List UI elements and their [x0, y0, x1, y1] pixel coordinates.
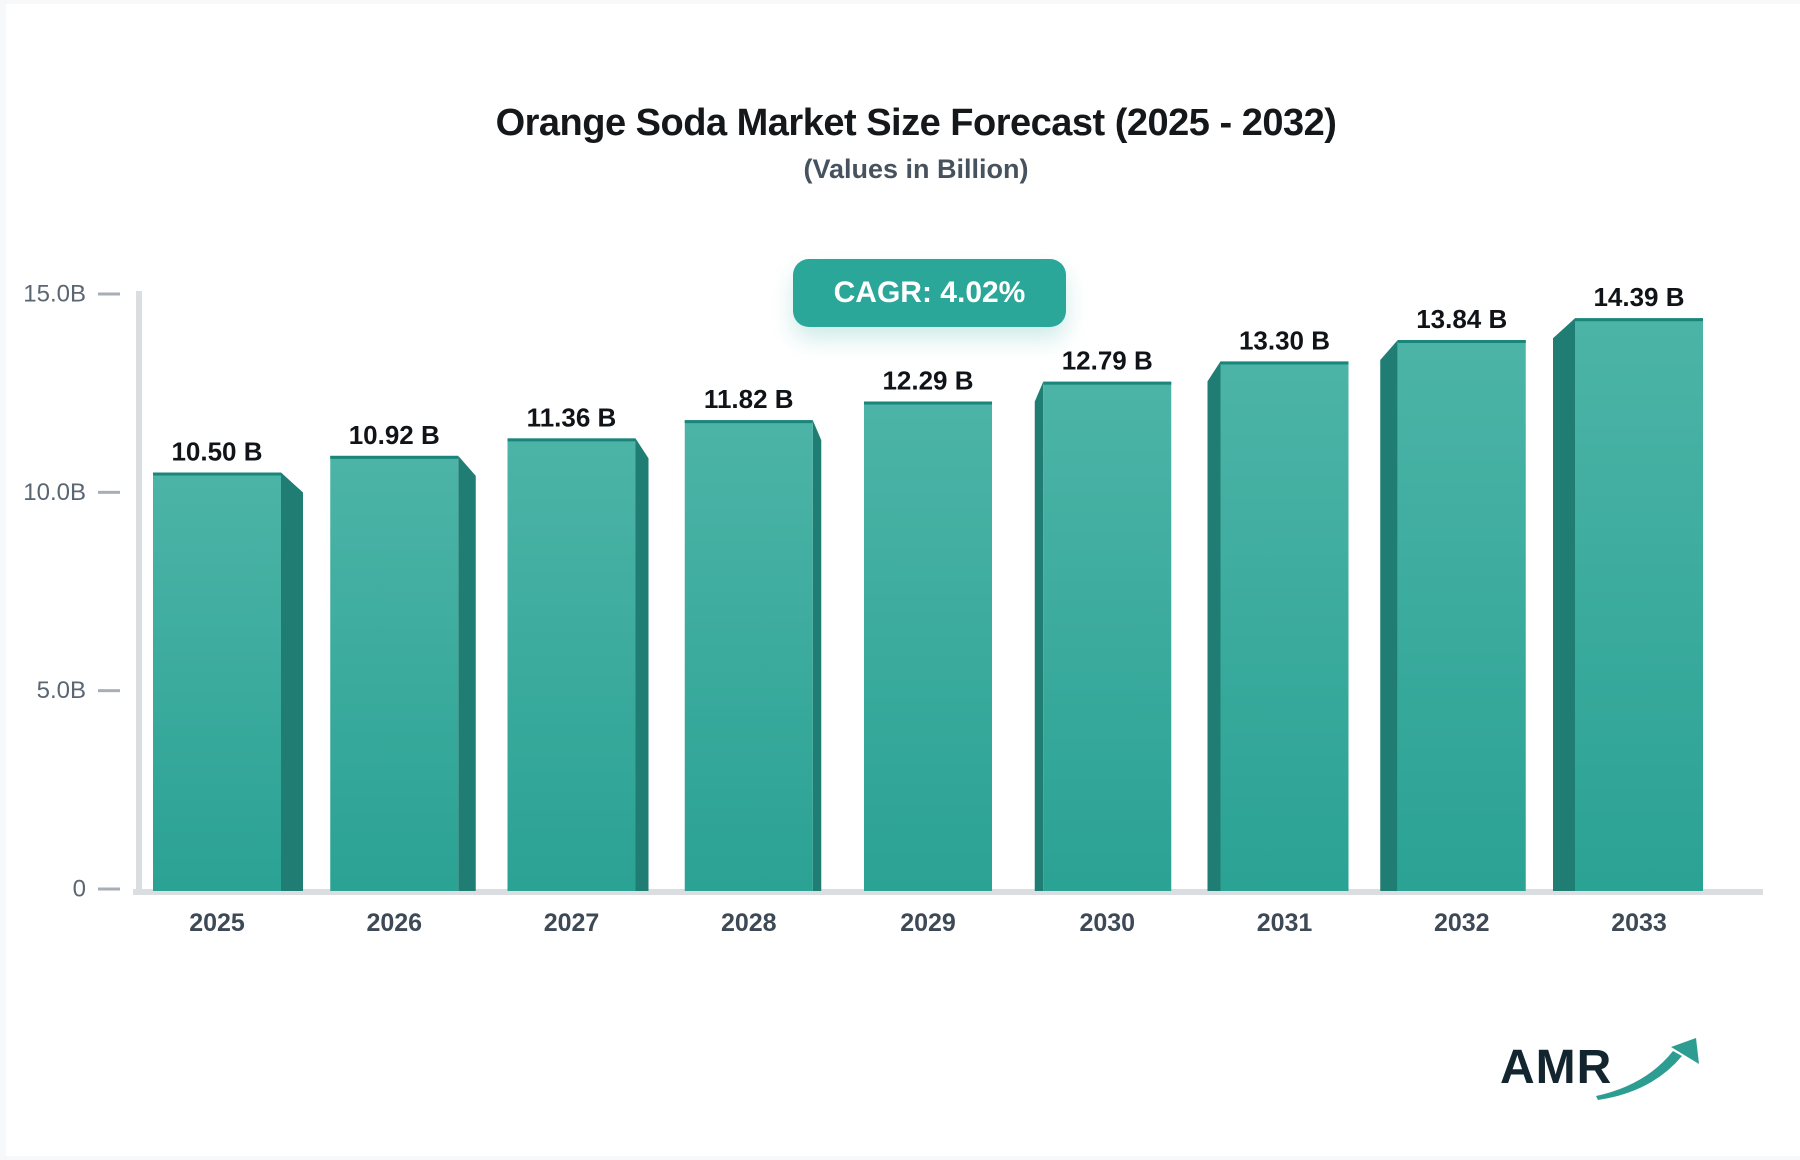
- bar-value-label: 14.39 B: [1593, 282, 1684, 312]
- bar-value-label: 10.50 B: [171, 437, 262, 467]
- bar-top-edge: [1220, 361, 1349, 365]
- bar-2033: 14.39 B 2033: [1553, 282, 1703, 937]
- bar-2031: 13.30 B 2031: [1207, 325, 1349, 937]
- bar-value-label: 13.84 B: [1416, 304, 1507, 334]
- y-tick-label: 0: [73, 876, 86, 903]
- amr-logo: AMR: [1500, 1034, 1700, 1104]
- x-axis-category-label: 2028: [721, 909, 777, 937]
- x-axis-category-label: 2029: [900, 909, 956, 937]
- bar-side-face: [1207, 361, 1221, 891]
- x-axis-category-label: 2026: [366, 909, 422, 937]
- market-size-bar-chart: 15.0B 10.0B 5.0B 0 10.50 B 2025 10.92 B 2026 11.…: [23, 281, 1763, 937]
- bar-top-edge: [684, 420, 813, 424]
- bar-side-face: [812, 420, 822, 891]
- y-tick-mark: [98, 689, 120, 693]
- bar-side-face: [281, 472, 303, 891]
- bar-value-label: 12.79 B: [1062, 346, 1153, 376]
- bar-top-edge: [1043, 381, 1172, 385]
- cagr-badge: CAGR: 4.02%: [793, 259, 1066, 327]
- x-axis-category-label: 2033: [1611, 909, 1667, 937]
- bar-main-face: [1575, 318, 1703, 891]
- y-tick-mark: [98, 887, 120, 891]
- bar-side-face: [1380, 340, 1398, 892]
- bar-main-face: [1043, 381, 1172, 891]
- bar-value-label: 11.36 B: [527, 402, 617, 432]
- bar-value-label: 13.30 B: [1239, 325, 1330, 355]
- bar-side-face: [635, 438, 649, 891]
- bar-value-label: 10.92 B: [349, 420, 440, 450]
- growth-arrow-icon: [1596, 1038, 1699, 1100]
- bar-top-edge: [153, 472, 281, 476]
- cagr-badge-label: CAGR: 4.02%: [833, 276, 1026, 309]
- bar-value-label: 12.29 B: [882, 365, 973, 395]
- bar-main-face: [153, 472, 281, 891]
- x-axis-category-label: 2031: [1257, 909, 1313, 937]
- chart-subtitle: (Values in Billion): [803, 154, 1029, 184]
- x-axis-category-label: 2025: [189, 909, 245, 937]
- y-tick-label: 15.0B: [23, 281, 86, 308]
- y-axis-line: [136, 291, 142, 895]
- bar-side-face: [1553, 318, 1575, 891]
- bar-2032: 13.84 B 2032: [1380, 304, 1526, 937]
- x-axis-line: [133, 889, 1763, 895]
- chart-title: Orange Soda Market Size Forecast (2025 -…: [495, 102, 1337, 144]
- bar-side-face: [458, 455, 476, 891]
- bar-main-face: [1397, 340, 1526, 892]
- bar-top-edge: [1575, 318, 1703, 322]
- bar-2027: 11.36 B 2027: [507, 402, 649, 937]
- y-tick-label: 10.0B: [23, 479, 86, 506]
- chart-card: Orange Soda Market Size Forecast (2025 -…: [6, 4, 1800, 1156]
- y-tick-mark: [98, 292, 120, 296]
- x-axis-category-label: 2032: [1434, 909, 1490, 937]
- x-axis-category-label: 2027: [544, 909, 600, 937]
- bar-main-face: [864, 401, 992, 891]
- bar-2026: 10.92 B 2026: [330, 420, 476, 937]
- bar-2029: 12.29 B 2029: [864, 365, 992, 937]
- bar-side-face: [1034, 381, 1044, 891]
- bar-top-edge: [330, 455, 459, 459]
- y-tick-mark: [98, 490, 120, 494]
- bar-main-face: [507, 438, 636, 891]
- y-tick-label: 5.0B: [37, 677, 86, 704]
- bar-top-edge: [507, 438, 636, 442]
- amr-logo-text: AMR: [1500, 1041, 1613, 1094]
- bar-main-face: [330, 455, 459, 891]
- bar-top-edge: [864, 401, 992, 405]
- bar-main-face: [1220, 361, 1349, 891]
- bar-2028: 11.82 B 2028: [684, 384, 822, 937]
- bar-value-label: 11.82 B: [704, 384, 794, 414]
- x-axis-category-label: 2030: [1079, 909, 1135, 937]
- bar-2030: 12.79 B 2030: [1034, 346, 1172, 937]
- bar-main-face: [684, 420, 813, 891]
- bar-top-edge: [1397, 340, 1526, 344]
- bar-2025: 10.50 B 2025: [153, 437, 303, 937]
